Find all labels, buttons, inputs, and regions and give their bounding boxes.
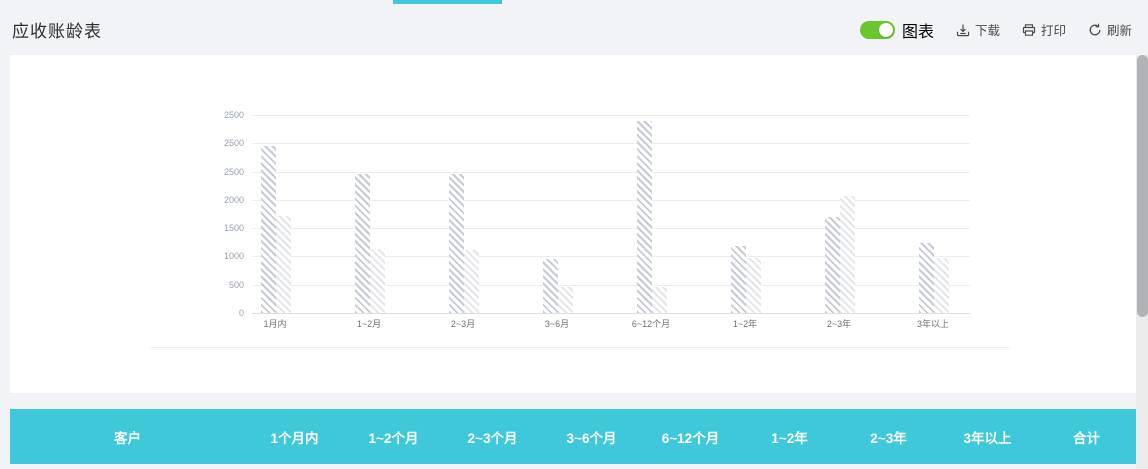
table-header-cell: 合计 (1073, 430, 1100, 446)
chart-toggle-label: 图表 (901, 23, 934, 41)
y-axis-tick-label: 2500 (223, 110, 244, 120)
table-header-cell: 3~6个月 (566, 430, 617, 446)
gridline (252, 171, 970, 173)
download-icon (956, 23, 970, 37)
gridline (252, 228, 970, 230)
x-axis-category-label: 3~6月 (544, 319, 570, 329)
x-axis-category-label: 1月内 (263, 319, 287, 329)
table-header-cell: 6~12个月 (661, 430, 720, 446)
print-button[interactable]: 打印 (1022, 20, 1066, 39)
y-axis-tick-label: 1000 (223, 251, 244, 262)
table-header-cell: 客户 (114, 430, 141, 446)
bar-series-2[interactable] (276, 216, 291, 313)
download-label: 下载 (974, 24, 1000, 38)
y-axis-tick-label: 1500 (223, 223, 244, 234)
chart-card: 0 500 1000 1500 2000 2500 2500 2500 1月内 1~2月 2~3月 3… (10, 55, 1136, 393)
download-button[interactable]: 下载 (956, 20, 1000, 39)
bar-series-1[interactable] (637, 121, 652, 313)
refresh-icon (1088, 23, 1102, 37)
chart-toggle-switch[interactable] (859, 20, 895, 39)
gridline (252, 256, 970, 258)
toolbar: 图表 下载 打印 (859, 18, 1132, 42)
y-axis-tick-label: 2000 (223, 194, 244, 205)
x-axis-category-label: 6~12个月 (631, 319, 671, 329)
chart-bottom-divider (150, 347, 1010, 348)
x-axis-category-label: 3年以上 (916, 319, 949, 329)
toggle-knob-icon (878, 22, 893, 37)
y-axis-tick-label: 2500 (223, 166, 244, 177)
bar-series-2[interactable] (934, 258, 949, 313)
gridline (252, 199, 970, 201)
x-axis-category-label: 2~3月 (450, 319, 476, 329)
vertical-scrollbar-thumb[interactable] (1136, 55, 1148, 317)
print-label: 打印 (1040, 24, 1066, 38)
gridline (252, 284, 970, 286)
bar-series-1[interactable] (543, 259, 558, 313)
vertical-scrollbar-track[interactable] (1136, 55, 1148, 469)
x-axis-category-label: 1~2年 (732, 319, 758, 329)
bar-series-2[interactable] (370, 249, 385, 313)
table-header-cell: 1~2年 (771, 430, 808, 446)
table-header-cell: 2~3年 (870, 430, 907, 446)
table-header-cell: 1个月内 (270, 430, 319, 446)
table-header-cell: 2~3个月 (467, 430, 518, 446)
table-header-row: 客户 1个月内 1~2个月 2~3个月 3~6个月 6~12个月 1~2年 2~3年 3年以上 合… (10, 409, 1136, 464)
y-axis-tick-label: 0 (238, 308, 244, 318)
refresh-label: 刷新 (1106, 24, 1132, 38)
y-axis-tick-label: 500 (228, 279, 244, 290)
x-axis-category-label: 2~3年 (826, 319, 852, 329)
table-header-cell: 1~2个月 (368, 430, 419, 446)
x-axis-category-label: 1~2月 (356, 319, 382, 329)
bar-series-1[interactable] (261, 146, 276, 313)
gridline (252, 143, 970, 145)
bar-series-1[interactable] (449, 174, 464, 313)
page-header: 应收账龄表 图表 下载 打印 (0, 0, 1148, 55)
bar-series-1[interactable] (355, 174, 370, 313)
x-axis-line (252, 313, 970, 314)
refresh-button[interactable]: 刷新 (1088, 20, 1132, 39)
bar-series-1[interactable] (731, 246, 746, 313)
bar-series-2[interactable] (746, 258, 761, 313)
bar-series-2[interactable] (558, 287, 573, 313)
chart-toggle-group[interactable]: 图表 (859, 18, 934, 42)
y-axis-tick-label: 2500 (223, 138, 244, 149)
aging-bar-chart: 0 500 1000 1500 2000 2500 2500 2500 1月内 1~2月 2~3月 3… (10, 55, 1136, 393)
table-header-cell: 3年以上 (963, 430, 1012, 446)
top-accent-bar (393, 0, 502, 4)
bar-series-2[interactable] (652, 287, 667, 313)
bar-series-1[interactable] (825, 217, 840, 313)
bar-series-2[interactable] (840, 196, 855, 313)
print-icon (1022, 23, 1036, 37)
page-title: 应收账龄表 (12, 22, 102, 41)
gridline (252, 115, 970, 116)
bar-series-2[interactable] (464, 250, 479, 313)
bar-series-1[interactable] (919, 243, 934, 313)
